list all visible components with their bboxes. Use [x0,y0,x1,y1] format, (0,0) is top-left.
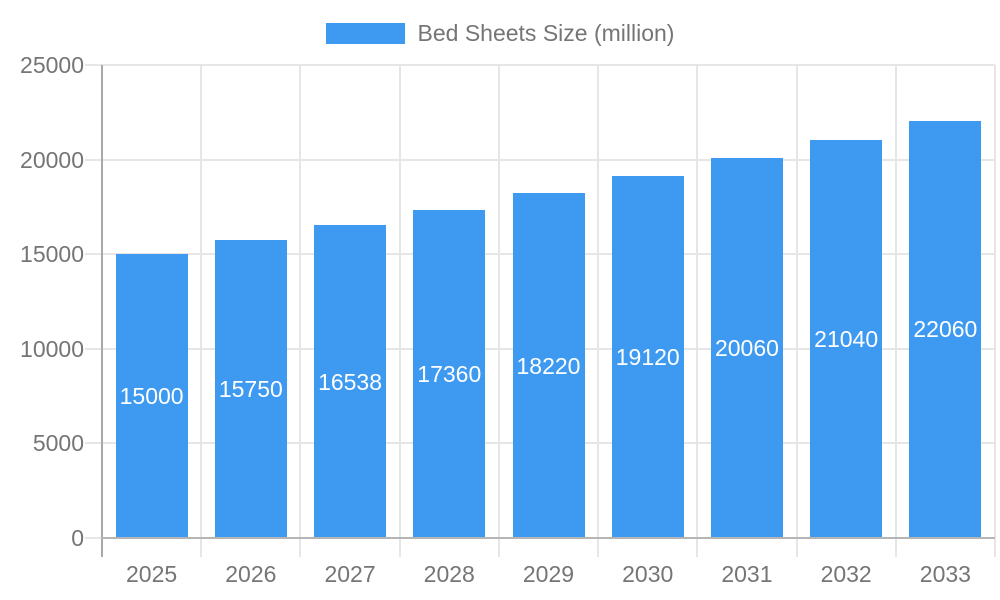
bar [611,176,684,538]
h-gridline [102,64,995,66]
x-axis-tick [795,539,798,557]
x-tick-label: 2031 [721,561,773,587]
bar [710,158,783,538]
x-axis-tick [299,539,302,557]
v-gridline [398,65,401,538]
x-axis-tick [696,539,699,557]
bar [909,120,982,538]
bar-value-label: 15000 [119,383,184,410]
v-gridline [299,65,302,538]
x-tick-label: 2025 [126,561,178,587]
x-axis-tick [894,539,897,557]
v-gridline [200,65,203,538]
y-tick-label: 10000 [20,335,84,362]
x-tick-label: 2028 [423,561,475,587]
v-gridline [597,65,600,538]
y-axis-tick [85,442,102,445]
bar [810,139,883,538]
bar [115,254,188,538]
bar [413,209,486,538]
x-axis-tick [398,539,401,557]
bar-value-label: 18220 [516,352,581,379]
v-gridline [994,65,996,538]
x-axis-tick [497,539,500,557]
y-axis-tick [85,64,102,66]
v-gridline [795,65,798,538]
x-tick-label: 2032 [820,561,872,587]
bar-value-label: 15750 [218,376,283,402]
bar-value-label: 20060 [714,335,779,362]
x-tick-label: 2029 [522,561,575,587]
y-axis-tick [85,347,102,350]
legend: Bed Sheets Size (million) [0,20,1000,47]
y-tick-label: 0 [71,525,84,551]
x-axis-tick [597,539,600,557]
x-tick-label: 2033 [919,561,971,587]
y-axis-tick [85,537,102,539]
bar-value-label: 16538 [318,368,383,395]
y-tick-label: 20000 [20,146,84,173]
x-axis-tick [994,539,996,557]
bar [214,240,287,538]
x-tick-label: 2026 [225,561,277,587]
v-gridline [696,65,699,538]
y-axis-tick [85,253,102,256]
y-tick-label: 5000 [32,430,84,457]
y-axis-tick [85,158,102,161]
h-gridline [102,158,995,161]
bar-value-label: 22060 [913,316,978,343]
legend-label: Bed Sheets Size (million) [417,20,675,46]
bar-value-label: 17360 [417,360,482,387]
bar-value-label: 19120 [615,344,680,371]
y-tick-label: 25000 [20,52,84,78]
y-axis-line [101,65,103,557]
bar [314,225,387,538]
bar [512,193,585,538]
y-tick-label: 15000 [20,241,84,268]
v-gridline [894,65,897,538]
x-tick-label: 2030 [622,561,674,587]
bar-value-label: 21040 [814,325,879,352]
v-gridline [497,65,500,538]
x-axis-tick [200,539,203,557]
x-tick-label: 2027 [324,561,376,587]
legend-swatch [325,23,405,44]
x-axis-line [101,537,995,539]
